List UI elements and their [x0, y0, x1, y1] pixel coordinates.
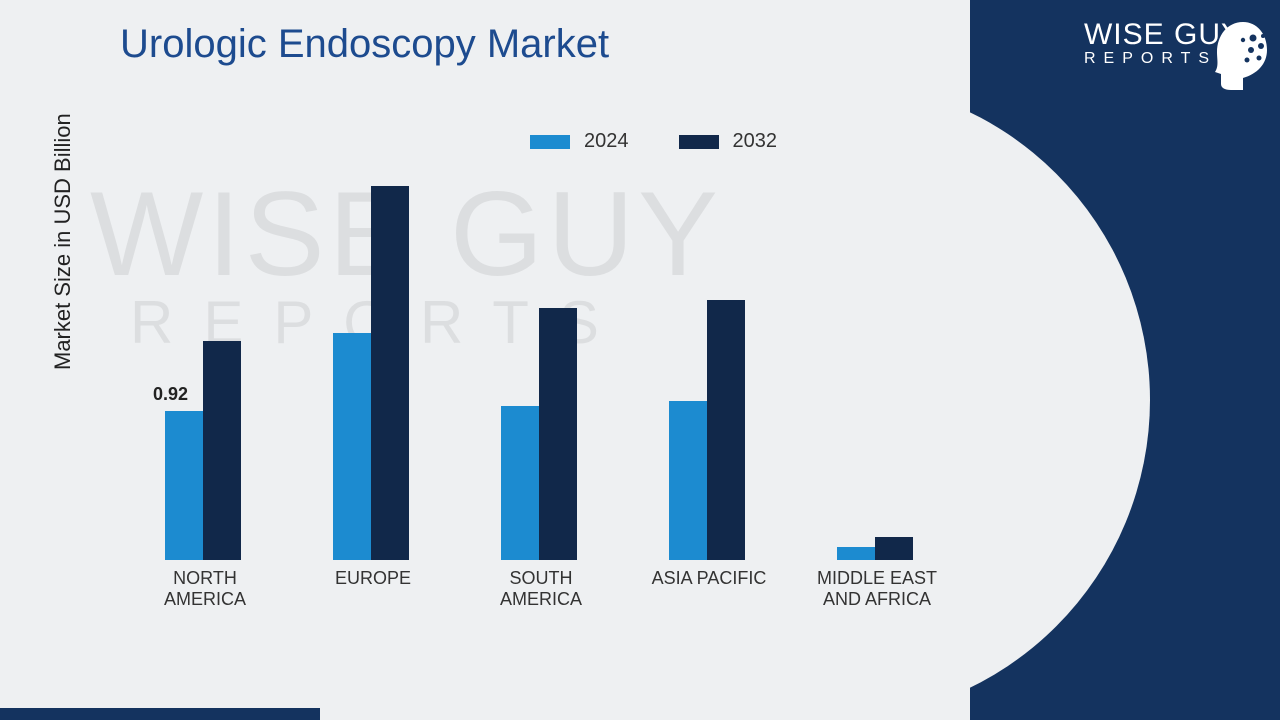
bar-2032	[203, 341, 241, 560]
legend-item-2024: 2024	[530, 130, 629, 153]
category-label: ASIA PACIFIC	[644, 568, 774, 589]
legend-swatch-2024	[530, 135, 570, 149]
legend-label-2032: 2032	[733, 130, 778, 152]
legend-swatch-2032	[679, 135, 719, 149]
bar-2024	[669, 401, 707, 560]
chart-title: Urologic Endoscopy Market	[120, 22, 609, 67]
report-slide: WISE GUY REPORTS Urologic Endoscopy Mark…	[0, 0, 1280, 720]
bar-2024	[333, 333, 371, 561]
category-label: EUROPE	[308, 568, 438, 589]
category-label: NORTH AMERICA	[140, 568, 270, 609]
brand-head-icon	[1212, 20, 1274, 92]
bottom-accent-bar	[0, 708, 320, 720]
legend: 2024 2032	[530, 130, 777, 153]
bar-2032	[539, 308, 577, 560]
legend-item-2032: 2032	[679, 130, 778, 153]
bar-2032	[875, 537, 913, 560]
bar-2024	[501, 406, 539, 560]
bar-chart: Market Size in USD Billion 2024 2032 NOR…	[60, 120, 940, 680]
bar-2024	[837, 547, 875, 560]
y-axis-label: Market Size in USD Billion	[50, 113, 76, 370]
bar-2024	[165, 411, 203, 561]
bar-2032	[371, 186, 409, 560]
value-label: 0.92	[153, 384, 188, 405]
bar-2032	[707, 300, 745, 560]
category-label: MIDDLE EAST AND AFRICA	[812, 568, 942, 609]
legend-label-2024: 2024	[584, 130, 629, 152]
plot-area: NORTH AMERICA0.92EUROPESOUTH AMERICAASIA…	[140, 170, 930, 560]
category-label: SOUTH AMERICA	[476, 568, 606, 609]
